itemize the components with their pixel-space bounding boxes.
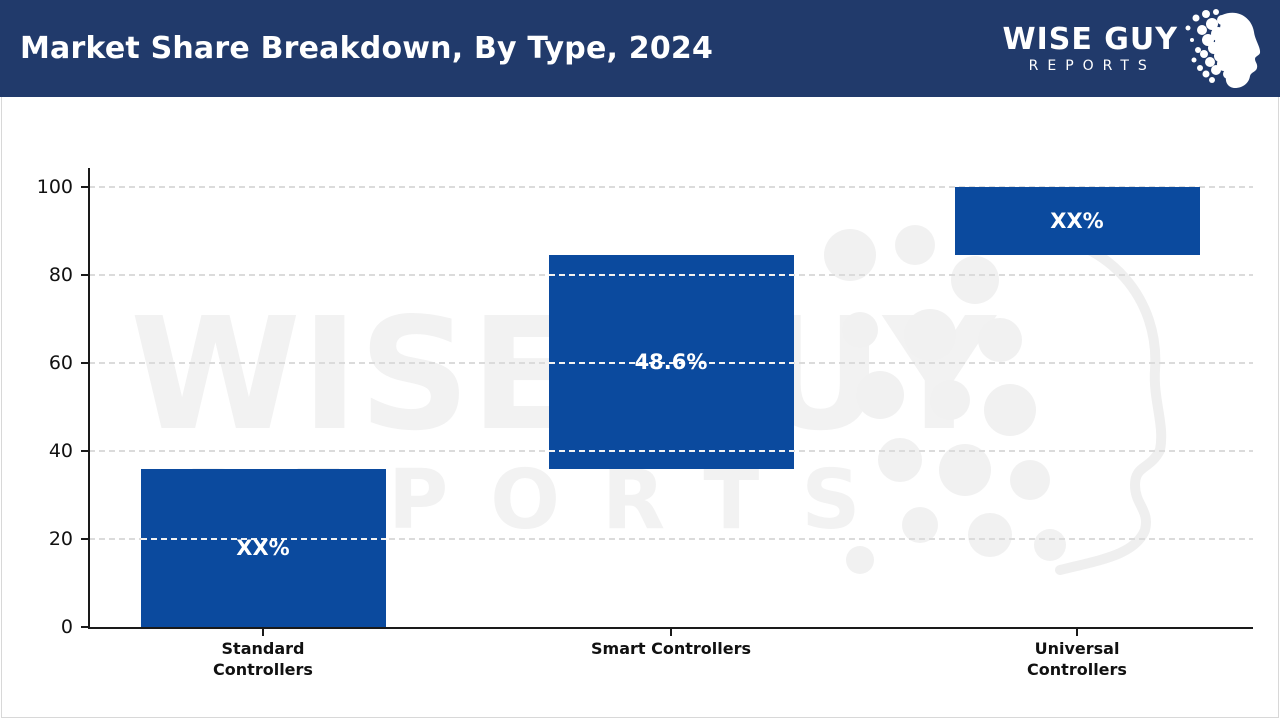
y-tick-label: 0: [60, 616, 73, 638]
gridline-over-bar: [140, 538, 386, 540]
gridline-over-bar: [548, 274, 794, 276]
bar: [140, 468, 386, 627]
y-tick-label: 100: [36, 176, 73, 198]
gridline: [89, 538, 1253, 540]
y-tick-mark: [81, 274, 88, 276]
logo-face-icon: [1185, 8, 1261, 88]
bar-value-label: 48.6%: [634, 349, 708, 374]
y-tick-label: 80: [48, 264, 73, 286]
x-tick-mark: [262, 629, 264, 636]
x-tick-mark: [1076, 629, 1078, 636]
y-tick-label: 20: [48, 528, 73, 550]
x-category-label: Universal Controllers: [1027, 639, 1127, 679]
x-category-label: Standard Controllers: [213, 639, 313, 679]
gridline: [89, 186, 1253, 188]
y-tick-label: 60: [48, 352, 73, 374]
axis-x: [88, 627, 1253, 629]
axis-y: [88, 168, 90, 629]
y-tick-mark: [81, 538, 88, 540]
gridline-over-bar: [548, 450, 794, 452]
header-bar: Market Share Breakdown, By Type, 2024 WI…: [0, 0, 1280, 97]
y-tick-mark: [81, 626, 88, 628]
brand-name: WISE GUY: [1002, 21, 1178, 57]
bar-value-label: XX%: [236, 535, 290, 560]
y-tick-mark: [81, 450, 88, 452]
chart-title: Market Share Breakdown, By Type, 2024: [20, 31, 714, 66]
y-tick-mark: [81, 362, 88, 364]
brand-logo: WISE GUY REPORTS: [1002, 6, 1266, 92]
gridline-over-bar: [548, 362, 794, 364]
y-tick-mark: [81, 186, 88, 188]
bar-value-label: XX%: [1050, 208, 1104, 233]
x-category-label: Smart Controllers: [591, 639, 751, 658]
brand-logo-text: WISE GUY REPORTS: [1002, 21, 1178, 74]
y-tick-label: 40: [48, 440, 73, 462]
bar: [548, 254, 794, 469]
brand-subname: REPORTS: [1028, 57, 1156, 74]
x-tick-mark: [670, 629, 672, 636]
